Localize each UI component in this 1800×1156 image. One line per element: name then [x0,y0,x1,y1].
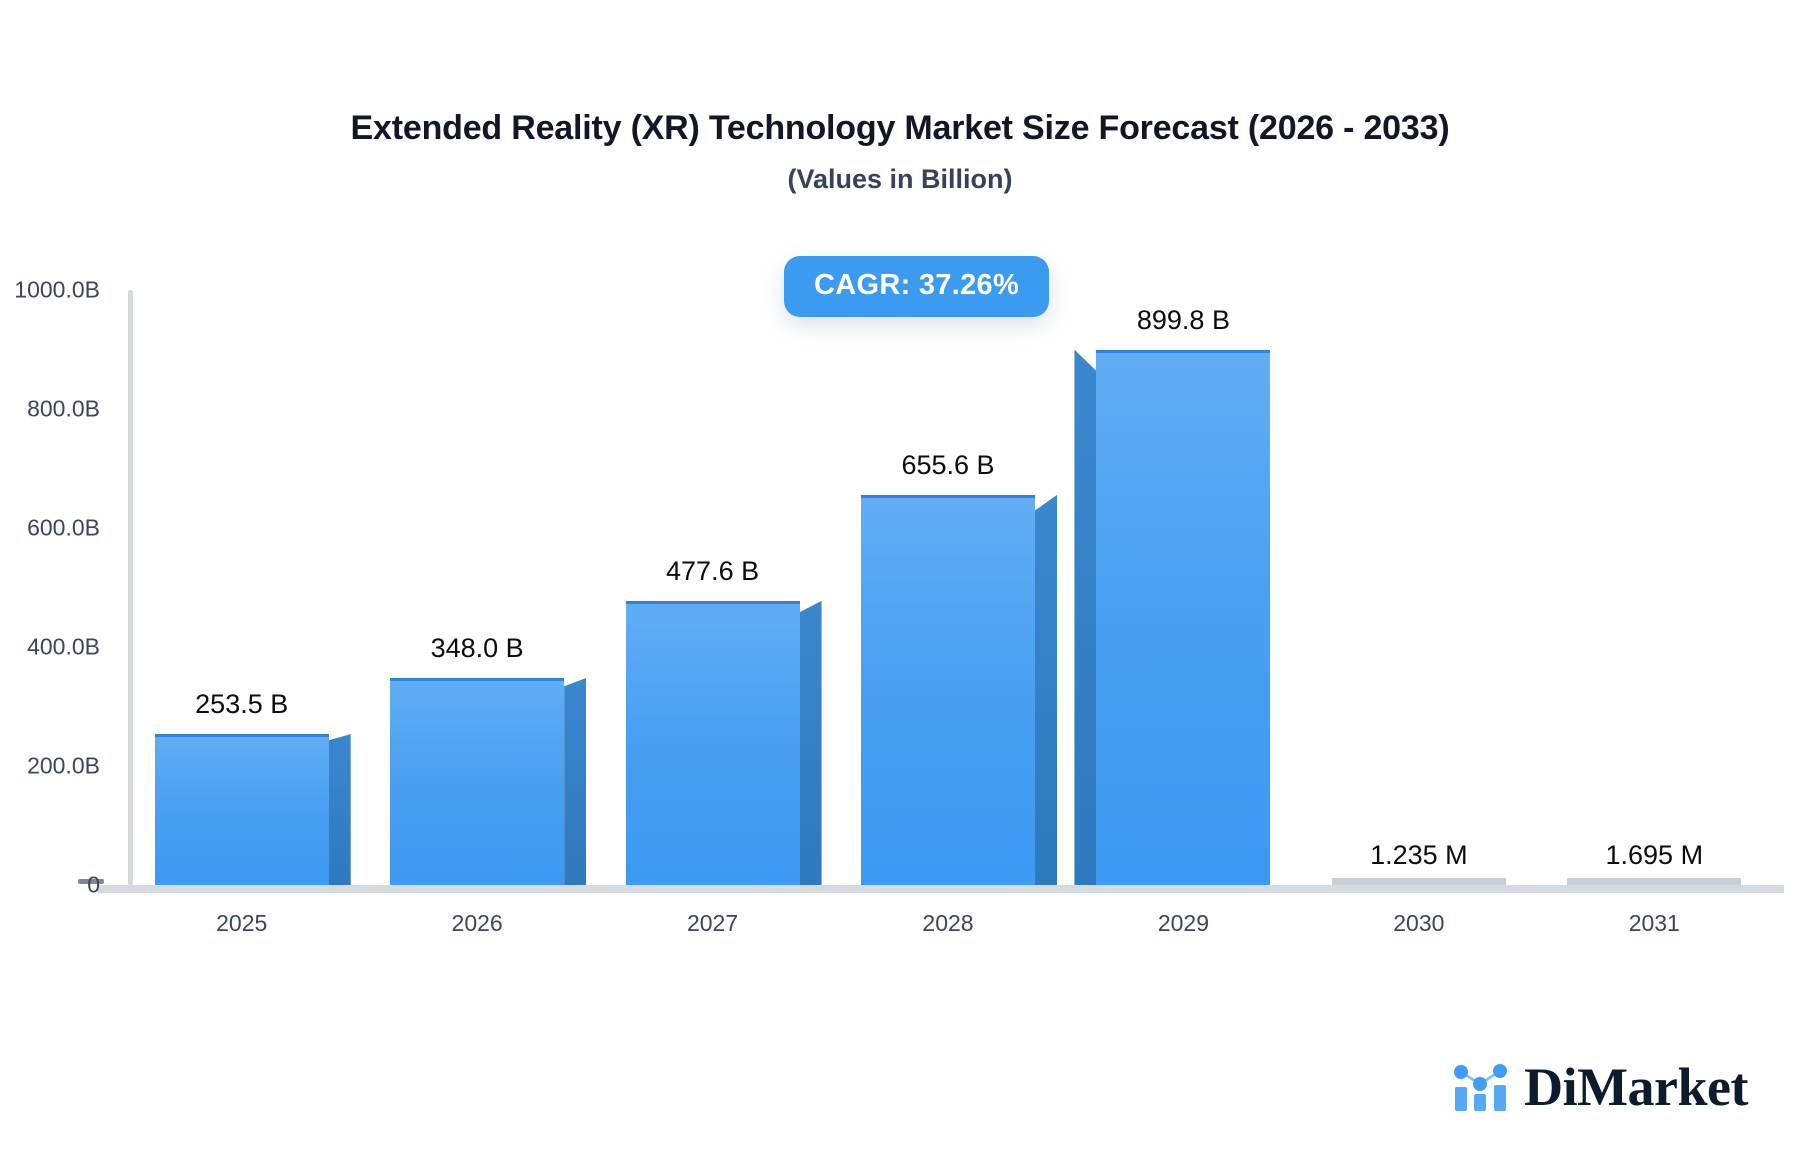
bar-front-face[interactable] [154,734,329,885]
bar-group[interactable]: 477.6 B 2027 [625,290,822,936]
x-axis-tick-label: 2026 [451,910,503,936]
y-axis-line [128,290,133,885]
brand-logo: DiMarket [1452,1060,1748,1114]
bar-front-face[interactable] [625,600,800,885]
bar-front-face[interactable] [1331,878,1506,885]
bar-value-label: 899.8 B [1136,304,1230,335]
y-axis-tick-label: 200.0B [27,752,100,779]
plot-area: 253.5 B 2025 348.0 B 2026 477.6 B 2027 655.6 B… [78,290,1784,936]
x-axis-tick-label: 2030 [1393,910,1445,936]
chart-subtitle: (Values in Billion) [787,163,1013,194]
chart-title: Extended Reality (XR) Technology Market … [350,109,1450,147]
x-axis-tick-label: 2028 [922,910,974,936]
x-axis-baseline [98,885,1784,893]
x-axis-tick-label: 2025 [216,910,268,936]
bar-value-label: 1.695 M [1605,840,1704,870]
bar-front-face[interactable] [1096,349,1271,885]
bar-side-face [564,677,587,885]
y-axis-tick-label: 600.0B [27,514,100,541]
bar-front-face[interactable] [1567,878,1742,885]
y-axis-tick-label: 800.0B [27,395,100,422]
x-axis-tick-label: 2031 [1628,910,1680,936]
bar-group[interactable]: 348.0 B 2026 [390,290,587,936]
bar-group[interactable]: 1.695 M 2031 [1567,290,1742,936]
bar-side-face [1074,349,1097,885]
y-axis-zero-tick [78,879,104,884]
bar-chart-with-trendline-icon [1454,1064,1508,1111]
bar-side-face [328,734,351,885]
bar-group[interactable]: 1.235 M 2030 [1331,290,1506,936]
y-axis-tick-label: 1000.0B [14,276,100,303]
bar-front-face[interactable] [861,494,1035,885]
bar-group[interactable]: 253.5 B 2025 [154,290,351,936]
bar-value-label: 348.0 B [430,632,524,663]
y-axis-tick-label: 400.0B [27,633,100,660]
bar-group[interactable]: 899.8 B 2029 [1074,290,1271,936]
bar-value-label: 477.6 B [666,555,760,586]
x-axis-tick-label: 2029 [1157,910,1209,936]
bar-value-label: 655.6 B [901,449,995,480]
bar-front-face[interactable] [390,677,565,885]
brand-name: DiMarket [1524,1057,1748,1117]
bar-side-face [1035,494,1057,885]
cagr-badge: CAGR: 37.26% [784,256,1050,317]
y-axis-tick-label: 0 [87,871,100,898]
bar-side-face [799,600,822,885]
bar-group[interactable]: 655.6 B 2028 [861,290,1057,936]
chart-header: Extended Reality (XR) Technology Market … [0,108,1800,195]
bar-value-label: 253.5 B [195,689,289,720]
bar-value-label: 1.235 M [1370,840,1468,870]
x-axis-tick-label: 2027 [686,910,739,936]
